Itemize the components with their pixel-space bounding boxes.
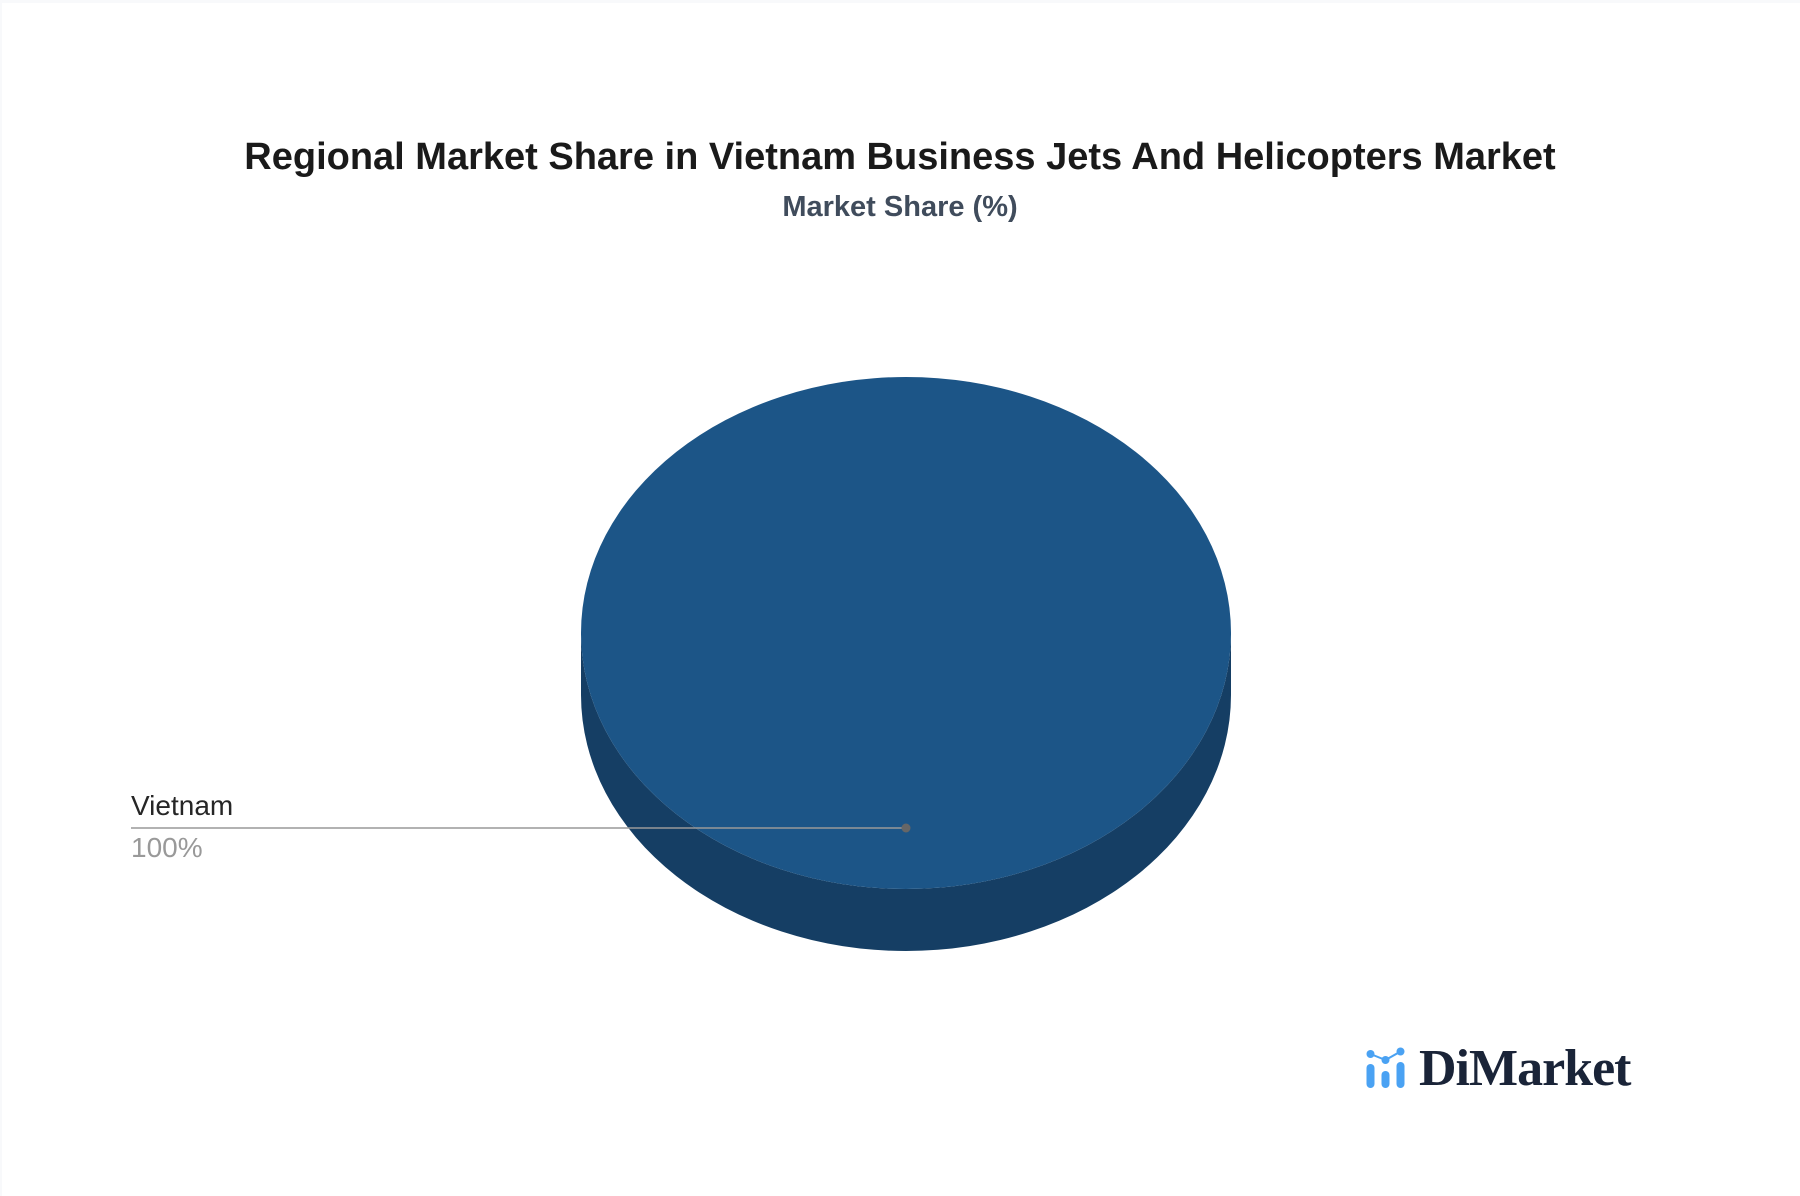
- datalabel-category: Vietnam: [131, 790, 234, 821]
- bar-line-chart-icon: [1366, 1047, 1405, 1088]
- chart-subtitle: Market Share (%): [782, 191, 1018, 223]
- logo-wordmark: DiMarket: [1419, 1040, 1631, 1097]
- window-edge-left: [0, 0, 2, 1196]
- dimarket-logo: DiMarket: [1366, 1043, 1686, 1103]
- chart-title: Regional Market Share in Vietnam Busines…: [244, 136, 1556, 178]
- window-edge-top: [0, 0, 1800, 3]
- datalabel-connector-dot: [901, 823, 911, 833]
- pie-slice-vietnam[interactable]: [581, 377, 1231, 889]
- datalabel-value: 100%: [131, 832, 203, 863]
- pie-slice-side: [581, 633, 1231, 951]
